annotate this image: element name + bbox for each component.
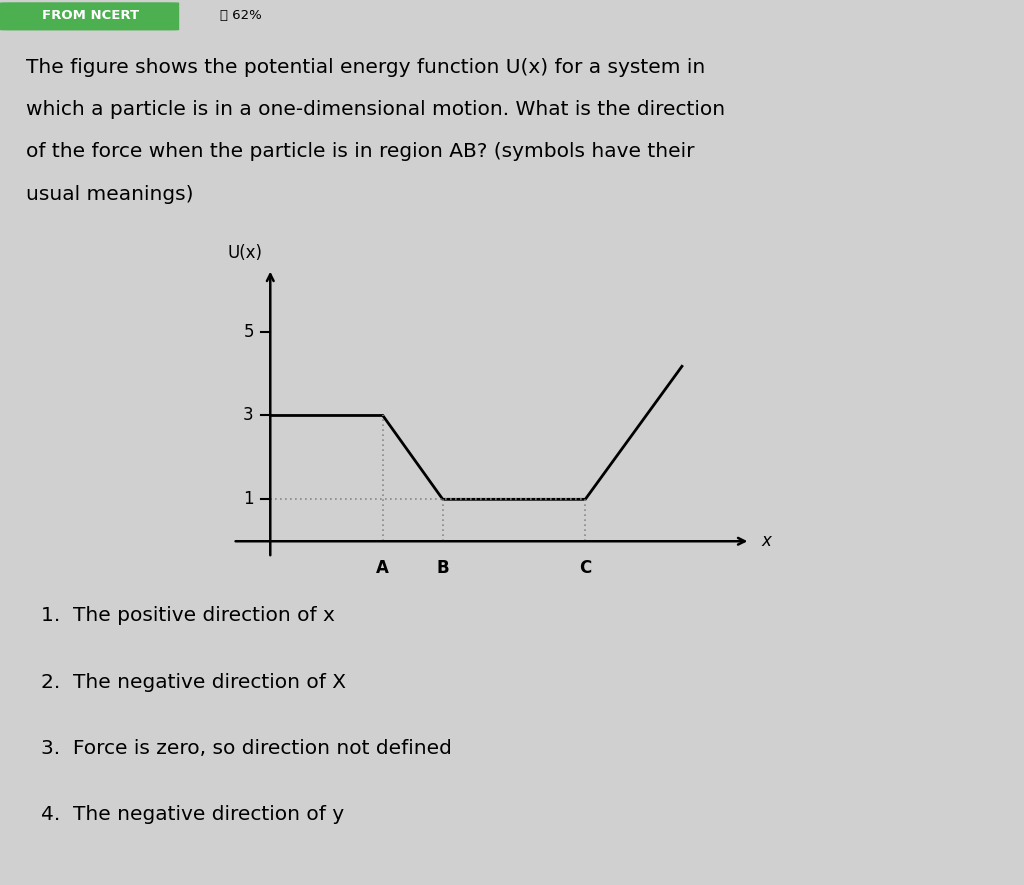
Text: The figure shows the potential energy function U(x) for a system in: The figure shows the potential energy fu… — [26, 58, 705, 76]
Text: B: B — [436, 558, 450, 577]
Text: FROM NCERT: FROM NCERT — [42, 9, 138, 22]
Text: 3: 3 — [243, 406, 254, 425]
Text: 1: 1 — [243, 490, 254, 508]
FancyBboxPatch shape — [0, 3, 179, 30]
Text: usual meanings): usual meanings) — [26, 185, 194, 204]
Text: which a particle is in a one-dimensional motion. What is the direction: which a particle is in a one-dimensional… — [26, 100, 725, 119]
Text: 4.  The negative direction of y: 4. The negative direction of y — [41, 805, 344, 824]
Text: 3.  Force is zero, so direction not defined: 3. Force is zero, so direction not defin… — [41, 739, 452, 758]
Text: 5: 5 — [244, 323, 254, 341]
Text: 👍 62%: 👍 62% — [220, 9, 262, 22]
Text: A: A — [377, 558, 389, 577]
Text: 1.  The positive direction of x: 1. The positive direction of x — [41, 606, 335, 625]
Text: C: C — [580, 558, 592, 577]
Text: 2.  The negative direction of X: 2. The negative direction of X — [41, 673, 346, 691]
Text: U(x): U(x) — [227, 244, 263, 263]
Text: of the force when the particle is in region AB? (symbols have their: of the force when the particle is in reg… — [26, 142, 694, 161]
Text: x: x — [762, 532, 771, 550]
